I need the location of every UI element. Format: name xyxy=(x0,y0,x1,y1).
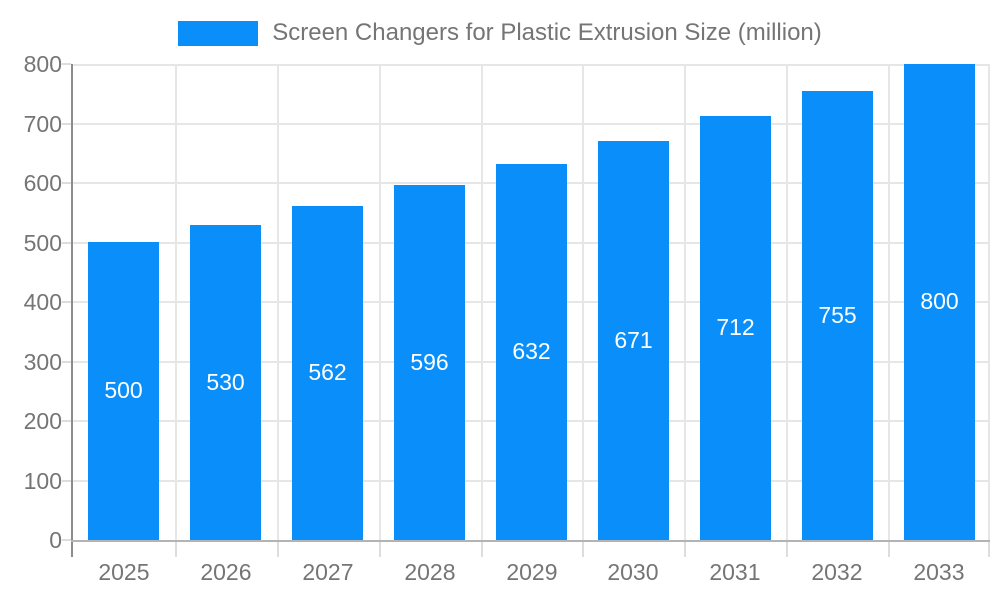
y-axis-tick xyxy=(62,63,71,65)
y-axis-tick xyxy=(62,241,71,244)
x-axis-label: 2031 xyxy=(709,559,761,585)
x-axis-tick xyxy=(175,542,177,557)
y-axis-tick xyxy=(62,420,71,422)
x-axis-tick xyxy=(277,542,279,557)
gridline-v xyxy=(684,64,686,540)
x-axis-tick xyxy=(481,542,483,557)
gridline-v xyxy=(988,64,990,540)
bar[interactable] xyxy=(598,141,669,540)
x-axis-label: 2026 xyxy=(200,559,252,585)
x-axis-label: 2030 xyxy=(607,559,659,585)
y-axis-label: 0 xyxy=(49,527,62,553)
x-axis-label: 2032 xyxy=(811,559,863,585)
gridline-v xyxy=(175,64,177,540)
x-axis-tick xyxy=(888,542,890,557)
bar[interactable] xyxy=(700,116,771,540)
y-axis-label: 600 xyxy=(23,170,62,196)
x-axis-tick xyxy=(684,542,686,557)
legend-label: Screen Changers for Plastic Extrusion Si… xyxy=(272,19,822,46)
y-axis-label: 700 xyxy=(23,110,62,137)
y-axis-tick xyxy=(62,360,71,363)
bar[interactable] xyxy=(394,185,465,540)
y-axis-tick xyxy=(62,301,71,303)
y-axis-tick xyxy=(62,539,71,541)
bar[interactable] xyxy=(292,206,363,540)
bar-value-label: 562 xyxy=(308,359,347,385)
gridline-v xyxy=(379,64,381,540)
bar-value-label: 632 xyxy=(512,338,551,364)
x-axis-label: 2029 xyxy=(506,559,558,585)
gridline-v xyxy=(786,64,788,540)
gridline-v xyxy=(582,64,584,540)
gridline-v xyxy=(888,64,890,540)
legend-swatch xyxy=(178,20,259,46)
bar[interactable] xyxy=(88,242,159,540)
bar[interactable] xyxy=(496,164,567,540)
gridline-v xyxy=(277,64,279,540)
gridline-v xyxy=(481,64,483,540)
legend[interactable]: Screen Changers for Plastic Extrusion Si… xyxy=(0,16,1000,50)
plot-area: 500 530 562 596 632 671 712 755 800 xyxy=(73,64,990,540)
x-axis-label: 2033 xyxy=(913,559,965,585)
x-axis-tick xyxy=(582,542,584,557)
bar-value-label: 596 xyxy=(410,348,449,375)
x-axis-label: 2028 xyxy=(404,559,456,585)
gridline-h xyxy=(73,64,990,66)
bar-value-label: 530 xyxy=(206,368,245,395)
y-axis-tick xyxy=(62,182,71,184)
x-axis-tick xyxy=(379,542,381,557)
x-axis-tick xyxy=(71,542,73,557)
bar[interactable] xyxy=(802,91,873,540)
y-axis-label: 300 xyxy=(23,348,62,375)
bar-value-label: 755 xyxy=(818,301,857,328)
y-axis-label: 200 xyxy=(23,408,62,434)
x-axis-tick xyxy=(786,542,788,557)
y-axis-label: 400 xyxy=(23,289,62,315)
bar-value-label: 500 xyxy=(104,377,143,403)
bar-value-label: 800 xyxy=(920,288,959,314)
bar[interactable] xyxy=(904,64,975,540)
y-axis-label: 500 xyxy=(23,229,62,256)
bar[interactable] xyxy=(190,225,261,540)
bar-value-label: 712 xyxy=(716,314,755,340)
y-axis-label: 800 xyxy=(23,51,62,77)
bar-value-label: 671 xyxy=(614,326,653,353)
y-axis-tick xyxy=(62,479,71,482)
x-axis-label: 2027 xyxy=(302,559,354,585)
x-axis-tick xyxy=(988,542,990,557)
y-axis-tick xyxy=(62,122,71,125)
gridline-h xyxy=(73,122,990,125)
x-axis-label: 2025 xyxy=(98,559,150,585)
x-axis-line xyxy=(71,540,990,542)
y-axis-label: 100 xyxy=(23,467,62,494)
y-axis-line xyxy=(71,64,73,556)
